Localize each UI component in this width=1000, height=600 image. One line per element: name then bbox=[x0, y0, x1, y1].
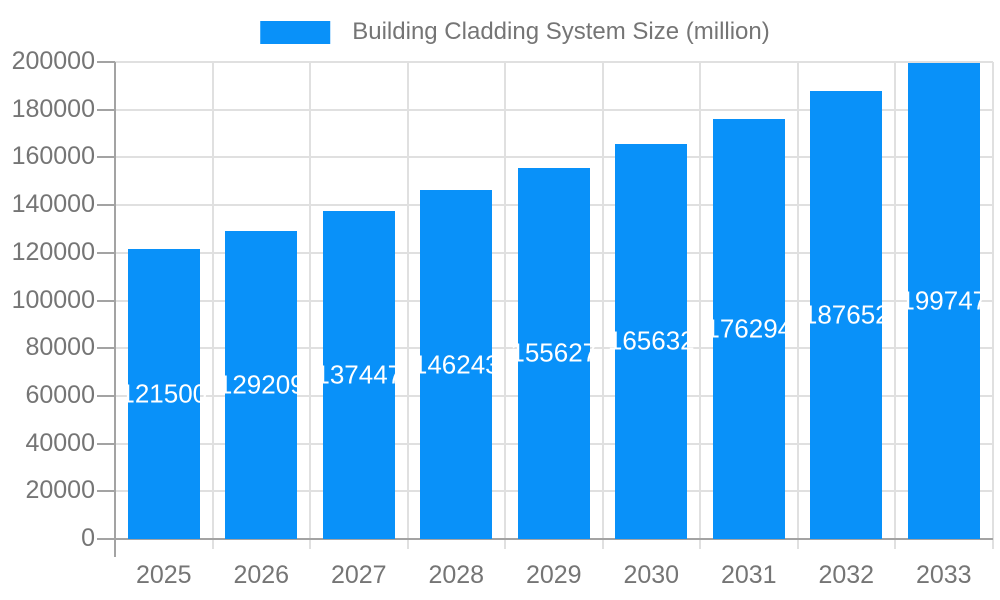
legend-label: Building Cladding System Size (million) bbox=[352, 18, 770, 45]
y-gridline bbox=[115, 156, 993, 159]
y-tick bbox=[97, 299, 115, 302]
bar[interactable] bbox=[810, 91, 883, 539]
bar[interactable] bbox=[712, 118, 785, 539]
bar-value-label: 137447 bbox=[315, 359, 403, 390]
bar[interactable] bbox=[322, 211, 395, 539]
bar-value-label: 129209 bbox=[217, 369, 305, 400]
y-tick-label: 0 bbox=[81, 524, 95, 552]
y-tick bbox=[97, 108, 115, 111]
x-tick-label: 2025 bbox=[135, 561, 192, 589]
y-tick bbox=[97, 490, 115, 493]
bar-value-label: 155627 bbox=[510, 337, 598, 368]
y-tick-label: 60000 bbox=[25, 380, 95, 409]
bar[interactable] bbox=[517, 167, 590, 539]
bar[interactable] bbox=[127, 249, 200, 539]
y-tick-label: 40000 bbox=[25, 428, 95, 457]
x-tick-label: 2026 bbox=[233, 561, 290, 589]
y-gridline bbox=[115, 61, 993, 63]
x-gridline bbox=[699, 62, 701, 549]
x-gridline bbox=[504, 62, 506, 549]
legend-swatch bbox=[260, 20, 331, 44]
bar[interactable] bbox=[225, 230, 298, 539]
bar-value-label: 121500 bbox=[120, 378, 208, 409]
x-axis-line bbox=[115, 538, 993, 540]
bar-value-label: 176294 bbox=[705, 313, 793, 344]
y-tick bbox=[97, 394, 115, 397]
y-tick bbox=[97, 442, 115, 445]
x-tick-label: 2032 bbox=[818, 561, 875, 589]
y-tick bbox=[97, 538, 115, 540]
y-axis-line bbox=[114, 62, 116, 557]
bar[interactable] bbox=[420, 190, 493, 539]
x-gridline bbox=[796, 62, 799, 549]
y-tick bbox=[97, 156, 115, 159]
y-gridline bbox=[115, 108, 993, 111]
x-tick-label: 2031 bbox=[720, 561, 777, 589]
y-tick-label: 140000 bbox=[11, 190, 95, 219]
x-tick-label: 2033 bbox=[915, 561, 972, 589]
y-tick-label: 200000 bbox=[11, 47, 95, 75]
y-tick-label: 120000 bbox=[11, 237, 95, 266]
y-tick bbox=[97, 204, 115, 207]
x-gridline bbox=[211, 62, 214, 549]
bar-value-label: 199747 bbox=[900, 285, 988, 316]
y-tick-label: 20000 bbox=[25, 476, 95, 505]
x-gridline bbox=[991, 62, 994, 549]
x-gridline bbox=[406, 62, 409, 549]
y-tick-label: 100000 bbox=[11, 285, 95, 314]
x-tick-label: 2028 bbox=[428, 561, 485, 589]
x-tick-label: 2029 bbox=[525, 561, 582, 589]
x-tick-label: 2030 bbox=[623, 561, 680, 589]
y-tick bbox=[97, 347, 115, 350]
bar[interactable] bbox=[615, 143, 688, 539]
x-gridline bbox=[309, 62, 311, 549]
bar-value-label: 187652 bbox=[802, 299, 890, 330]
x-gridline bbox=[894, 62, 896, 549]
x-tick-label: 2027 bbox=[330, 561, 387, 589]
y-tick-label: 80000 bbox=[25, 333, 95, 362]
x-gridline bbox=[601, 62, 604, 549]
bar[interactable] bbox=[907, 62, 980, 539]
bar-value-label: 146243 bbox=[412, 349, 500, 380]
y-tick bbox=[97, 61, 115, 63]
y-tick-label: 160000 bbox=[11, 142, 95, 171]
legend[interactable]: Building Cladding System Size (million) bbox=[260, 18, 770, 46]
y-tick-label: 180000 bbox=[11, 94, 95, 123]
bar-value-label: 165632 bbox=[607, 325, 695, 356]
y-tick bbox=[97, 251, 115, 254]
